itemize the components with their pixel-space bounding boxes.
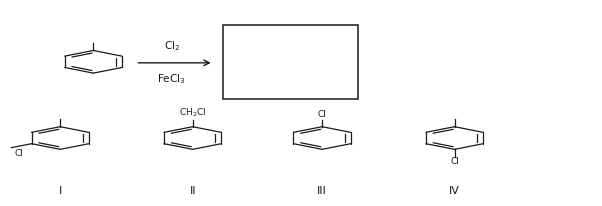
- Text: FeCl$_3$: FeCl$_3$: [157, 73, 186, 86]
- Bar: [223, 25, 358, 99]
- Text: Cl: Cl: [318, 110, 326, 119]
- Text: IV: IV: [449, 186, 460, 196]
- Text: I: I: [58, 186, 62, 196]
- Text: CH$_2$Cl: CH$_2$Cl: [179, 107, 206, 119]
- Text: Cl: Cl: [14, 149, 23, 158]
- Text: II: II: [190, 186, 196, 196]
- Text: Cl: Cl: [450, 157, 459, 166]
- Text: Cl$_2$: Cl$_2$: [164, 40, 179, 53]
- Text: III: III: [317, 186, 327, 196]
